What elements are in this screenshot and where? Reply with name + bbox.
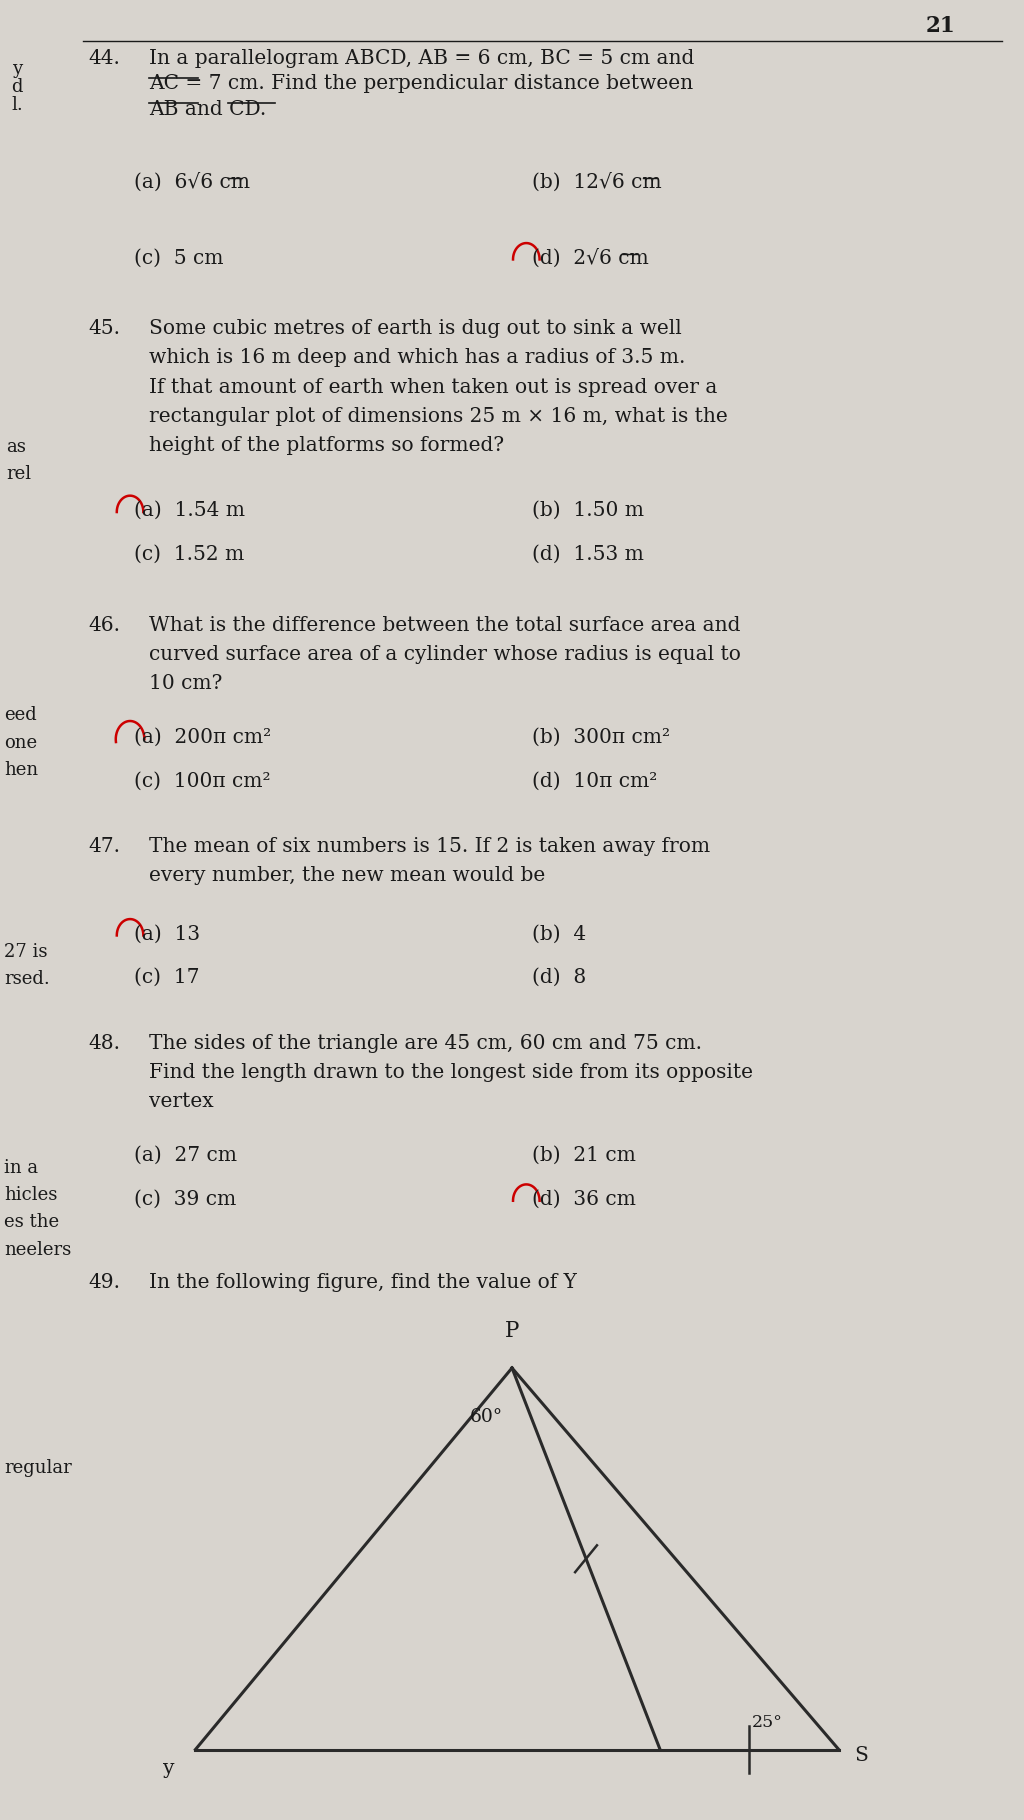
Text: Some cubic metres of earth is dug out to sink a well: Some cubic metres of earth is dug out to…: [150, 318, 682, 339]
Text: (d)  36 cm: (d) 36 cm: [532, 1190, 636, 1208]
Text: 27 is: 27 is: [4, 943, 48, 961]
Text: (a)  1.54 m: (a) 1.54 m: [134, 501, 245, 521]
Text: (d)  1.53 m: (d) 1.53 m: [532, 544, 644, 564]
Text: (a)  6√6 cm: (a) 6√6 cm: [134, 173, 250, 191]
Text: 48.: 48.: [88, 1034, 120, 1052]
Text: rsed.: rsed.: [4, 970, 50, 988]
Text: In the following figure, find the value of Y: In the following figure, find the value …: [150, 1274, 578, 1292]
Text: 44.: 44.: [88, 49, 120, 67]
Text: height of the platforms so formed?: height of the platforms so formed?: [150, 435, 505, 455]
Text: hicles: hicles: [4, 1187, 57, 1205]
Text: eed: eed: [4, 706, 37, 724]
Text: (b)  21 cm: (b) 21 cm: [532, 1147, 636, 1165]
Text: y: y: [164, 1758, 175, 1778]
Text: (c)  39 cm: (c) 39 cm: [134, 1190, 237, 1208]
Text: 47.: 47.: [88, 837, 120, 857]
Text: (c)  1.52 m: (c) 1.52 m: [134, 544, 245, 564]
Text: y: y: [11, 60, 22, 78]
Text: vertex: vertex: [150, 1092, 214, 1110]
Text: neelers: neelers: [4, 1241, 72, 1259]
Text: Find the length drawn to the longest side from its opposite: Find the length drawn to the longest sid…: [150, 1063, 754, 1081]
Text: (c)  5 cm: (c) 5 cm: [134, 249, 223, 268]
Text: hen: hen: [4, 761, 39, 779]
Text: 10 cm?: 10 cm?: [150, 673, 223, 693]
Text: S: S: [854, 1745, 868, 1765]
Text: (d)  10π cm²: (d) 10π cm²: [532, 772, 657, 792]
Text: 60°: 60°: [470, 1409, 503, 1425]
Text: (b)  1.50 m: (b) 1.50 m: [532, 501, 644, 521]
Text: one: one: [4, 733, 38, 752]
Text: The mean of six numbers is 15. If 2 is taken away from: The mean of six numbers is 15. If 2 is t…: [150, 837, 711, 857]
Text: (c)  17: (c) 17: [134, 968, 200, 986]
Text: in a: in a: [4, 1159, 39, 1178]
Text: (a)  200π cm²: (a) 200π cm²: [134, 728, 271, 748]
Text: What is the difference between the total surface area and: What is the difference between the total…: [150, 615, 741, 635]
Text: which is 16 m deep and which has a radius of 3.5 m.: which is 16 m deep and which has a radiu…: [150, 348, 686, 368]
Text: every number, the new mean would be: every number, the new mean would be: [150, 866, 546, 885]
Text: (b)  4: (b) 4: [532, 925, 587, 943]
Text: 45.: 45.: [88, 318, 120, 339]
Text: as: as: [6, 437, 27, 455]
Text: 25°: 25°: [752, 1714, 782, 1731]
Text: In a parallelogram ABCD, AB = 6 cm, BC = 5 cm and: In a parallelogram ABCD, AB = 6 cm, BC =…: [150, 49, 695, 67]
Text: 46.: 46.: [88, 615, 120, 635]
Text: regular: regular: [4, 1460, 73, 1476]
Text: l.: l.: [11, 96, 24, 115]
Text: (d)  2√6 cm: (d) 2√6 cm: [532, 249, 649, 268]
Text: (b)  12√6 cm: (b) 12√6 cm: [532, 173, 663, 191]
Text: 21: 21: [926, 15, 955, 36]
Text: 49.: 49.: [88, 1274, 120, 1292]
Text: (c)  100π cm²: (c) 100π cm²: [134, 772, 270, 792]
Text: rectangular plot of dimensions 25 m × 16 m, what is the: rectangular plot of dimensions 25 m × 16…: [150, 406, 728, 426]
Text: P: P: [505, 1321, 519, 1343]
Text: es the: es the: [4, 1214, 59, 1232]
Text: The sides of the triangle are 45 cm, 60 cm and 75 cm.: The sides of the triangle are 45 cm, 60 …: [150, 1034, 702, 1052]
Text: (a)  27 cm: (a) 27 cm: [134, 1147, 238, 1165]
Text: (b)  300π cm²: (b) 300π cm²: [532, 728, 671, 748]
Text: AB and CD.: AB and CD.: [150, 100, 266, 118]
Text: (a)  13: (a) 13: [134, 925, 201, 943]
Text: (d)  8: (d) 8: [532, 968, 587, 986]
Text: rel: rel: [6, 464, 32, 482]
Text: AC = 7 cm. Find the perpendicular distance between: AC = 7 cm. Find the perpendicular distan…: [150, 75, 693, 93]
Text: curved surface area of a cylinder whose radius is equal to: curved surface area of a cylinder whose …: [150, 644, 741, 664]
Text: If that amount of earth when taken out is spread over a: If that amount of earth when taken out i…: [150, 377, 718, 397]
Text: d: d: [11, 78, 24, 96]
